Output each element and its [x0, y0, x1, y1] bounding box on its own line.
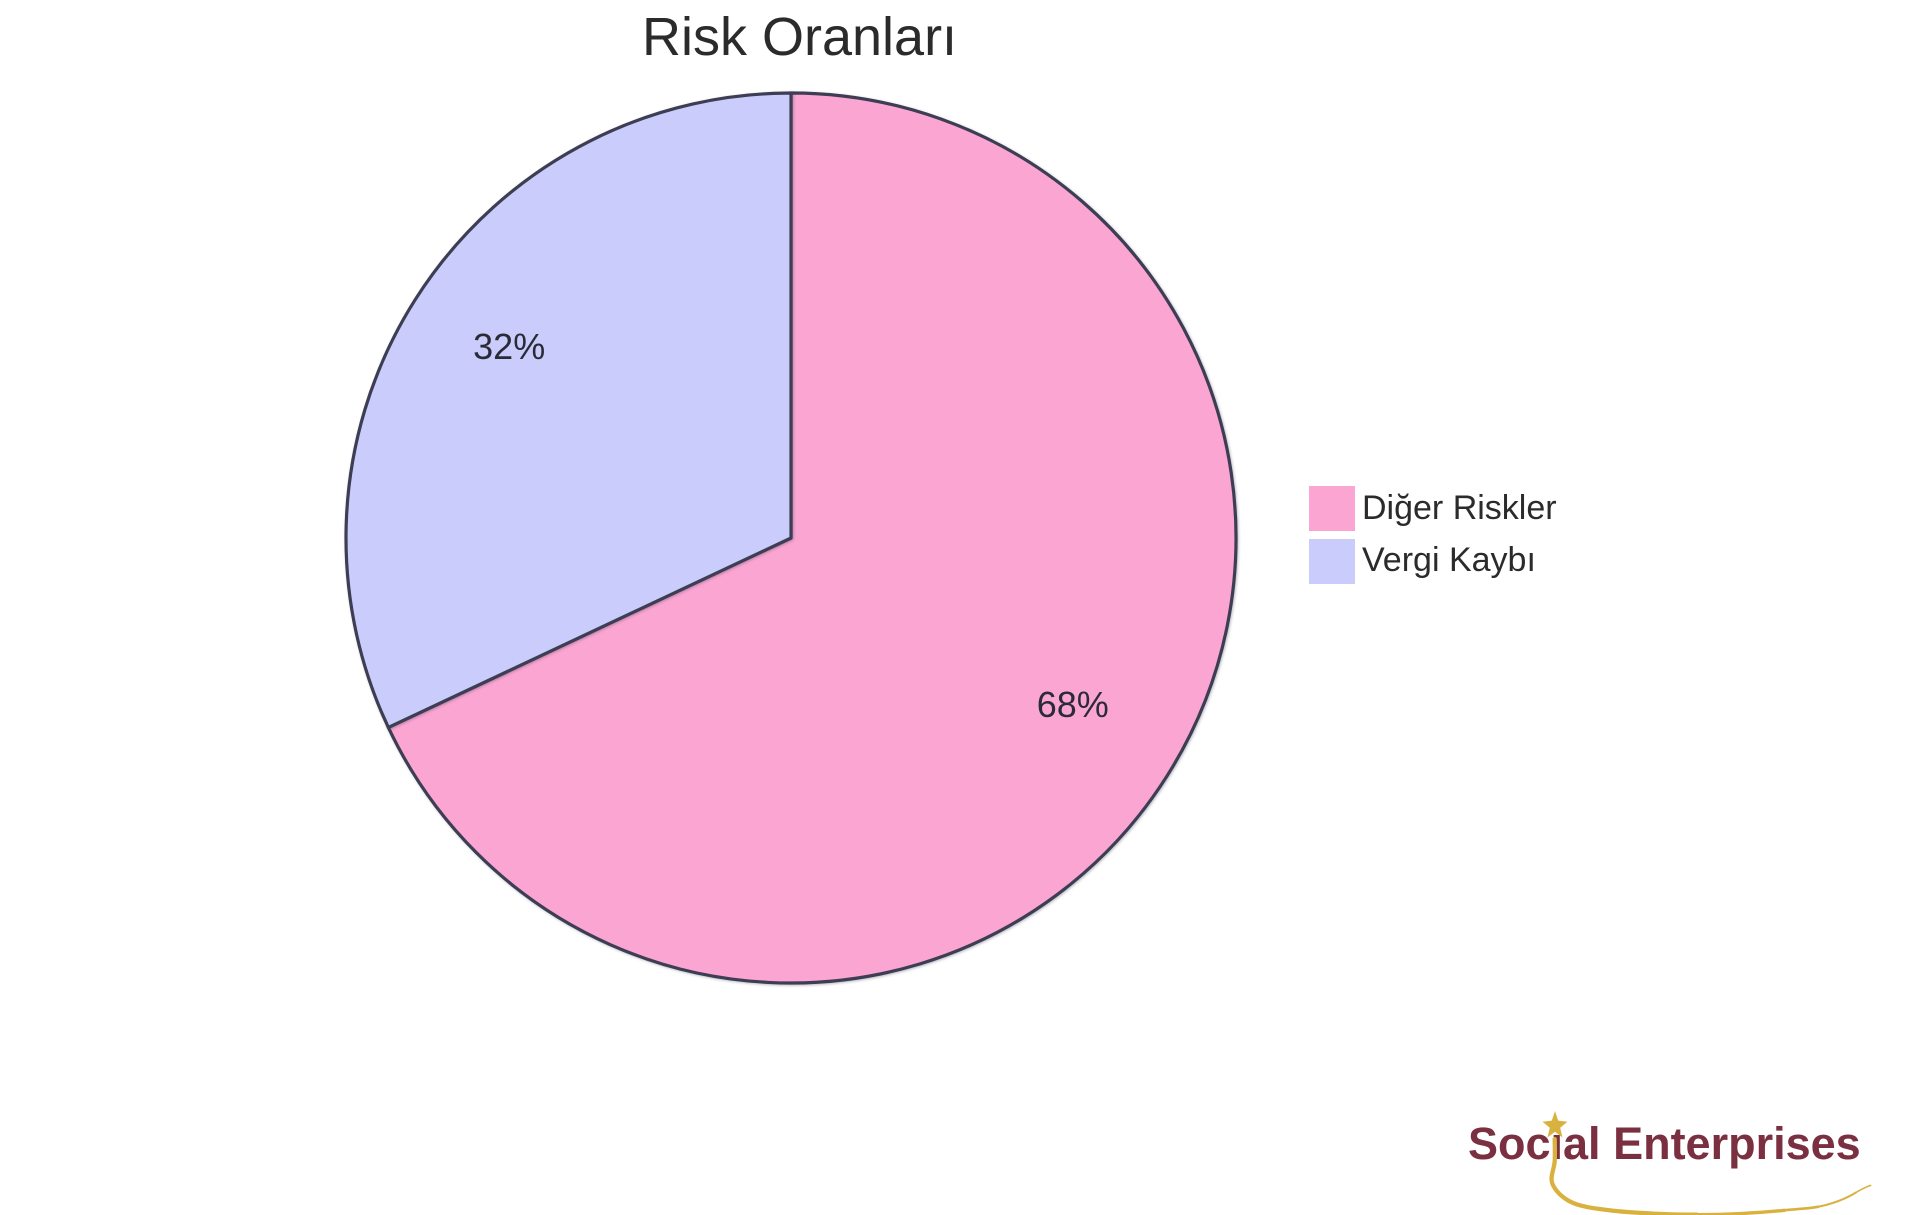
svg-text:68%: 68%	[1037, 684, 1109, 725]
svg-text:32%: 32%	[473, 326, 545, 367]
